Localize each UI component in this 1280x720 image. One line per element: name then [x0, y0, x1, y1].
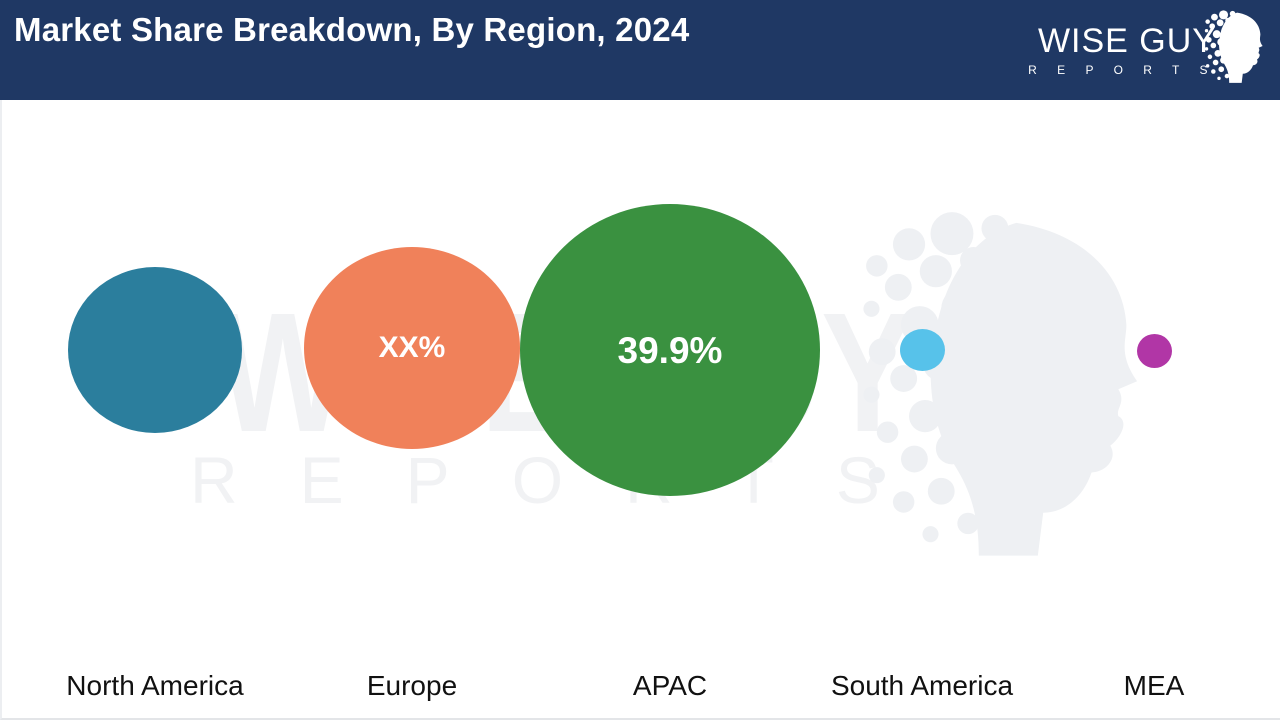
- bubble-chart: WISE GUY REPORTS North AmericaXX%Europe3…: [0, 100, 1280, 720]
- category-label-europe: Europe: [366, 670, 458, 701]
- category-label-south-america: South America: [830, 670, 1014, 701]
- brand-logo: WISE GUY R E P O R T S: [1028, 0, 1280, 100]
- page-title: Market Share Breakdown, By Region, 2024: [14, 11, 690, 48]
- category-label-mea: MEA: [1123, 670, 1185, 701]
- bubble-mea: [1136, 334, 1172, 368]
- bubble-apac: 39.9%: [520, 204, 820, 496]
- header-bar: Market Share Breakdown, By Region, 2024 …: [0, 0, 1280, 100]
- category-label-north-america: North America: [66, 670, 244, 701]
- bubble-value-label: XX%: [378, 331, 446, 364]
- brand-subtitle: R E P O R T S: [1028, 62, 1216, 77]
- watermark-subtext: REPORTS: [190, 443, 942, 517]
- brand-logo-text: WISE GUY R E P O R T S: [1028, 24, 1216, 77]
- bubble-south-america: [899, 329, 945, 371]
- category-label-apac: APAC: [632, 670, 708, 701]
- watermark-face-icon: [863, 212, 1138, 556]
- bubble-north-america: [68, 267, 242, 433]
- brand-name: WISE GUY: [1037, 21, 1216, 60]
- bubble-value-label: 39.9%: [617, 329, 723, 371]
- bubble-europe: XX%: [304, 247, 520, 449]
